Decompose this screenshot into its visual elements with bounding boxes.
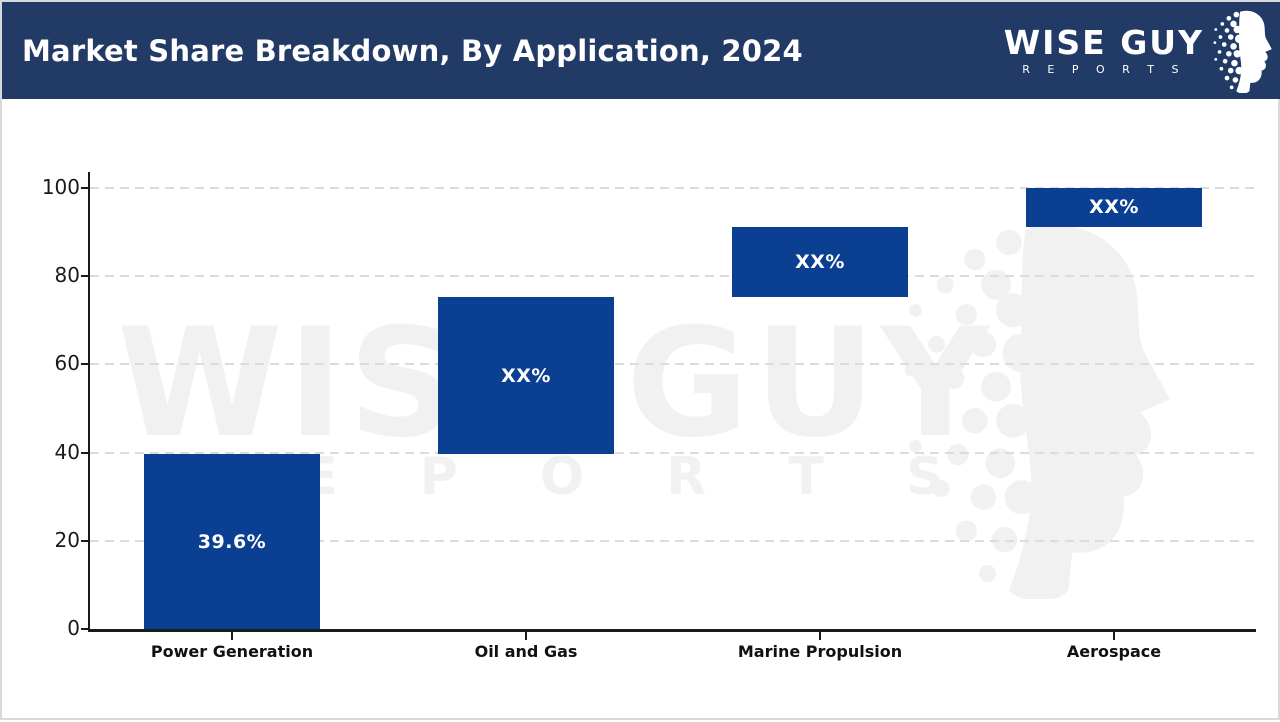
x-axis-label-marine-propulsion: Marine Propulsion [737,642,903,661]
y-tick-label-60: 60 [54,351,80,376]
y-tick-label-40: 40 [54,439,80,464]
x-axis-label-oil-and-gas: Oil and Gas [474,642,578,661]
x-tick-aerospace [1113,632,1115,640]
bar-value-label-marine-propulsion: XX% [795,251,845,274]
x-tick-power-generation [231,632,233,640]
y-axis-spine [88,172,90,629]
brand-subname: R E P O R T S [1022,63,1186,76]
chart-title: Market Share Breakdown, By Application, … [22,33,803,68]
y-tick-80 [81,275,89,278]
bar-aerospace: XX% [1026,188,1202,227]
y-tick-0 [81,628,89,630]
y-tick-60 [81,363,89,366]
y-tick-20 [81,539,89,542]
header-band: Market Share Breakdown, By Application, … [2,2,1280,99]
y-tick-label-100: 100 [41,175,80,199]
chart-area: WISE GUY R E P O R T S 0 20 40 60 80 100 39.6%… [2,99,1280,722]
gridline-60 [90,363,1255,366]
bar-value-label-aerospace: XX% [1089,196,1139,219]
bar-value-label-power-generation: 39.6% [197,530,267,553]
y-tick-label-20: 20 [54,527,80,552]
brand-name: WISE GUY [1003,23,1204,62]
x-tick-oil-and-gas [525,632,527,640]
y-tick-label-0: 0 [67,616,80,640]
bar-power-generation: 39.6% [144,454,320,629]
bar-oil-and-gas: XX% [438,297,614,455]
bar-marine-propulsion: XX% [732,226,908,298]
x-axis-label-power-generation: Power Generation [150,642,314,661]
bar-value-label-oil-and-gas: XX% [501,364,551,387]
gridline-80 [90,275,1255,278]
y-tick-100 [81,187,89,189]
x-axis-label-aerospace: Aerospace [1066,642,1162,661]
x-tick-marine-propulsion [819,632,821,640]
y-tick-40 [81,451,89,454]
gridline-20 [90,539,1255,542]
y-tick-label-80: 80 [54,263,80,288]
gridline-100 [90,187,1255,189]
gridline-40 [90,451,1255,454]
watermark-dotted-head-icon [904,225,1171,599]
x-axis-spine [88,629,1256,632]
brand-logo-text: WISE GUY R E P O R T S [1004,26,1204,75]
brand-logo: WISE GUY R E P O R T S [1004,2,1274,99]
dotted-head-icon [1213,10,1272,93]
